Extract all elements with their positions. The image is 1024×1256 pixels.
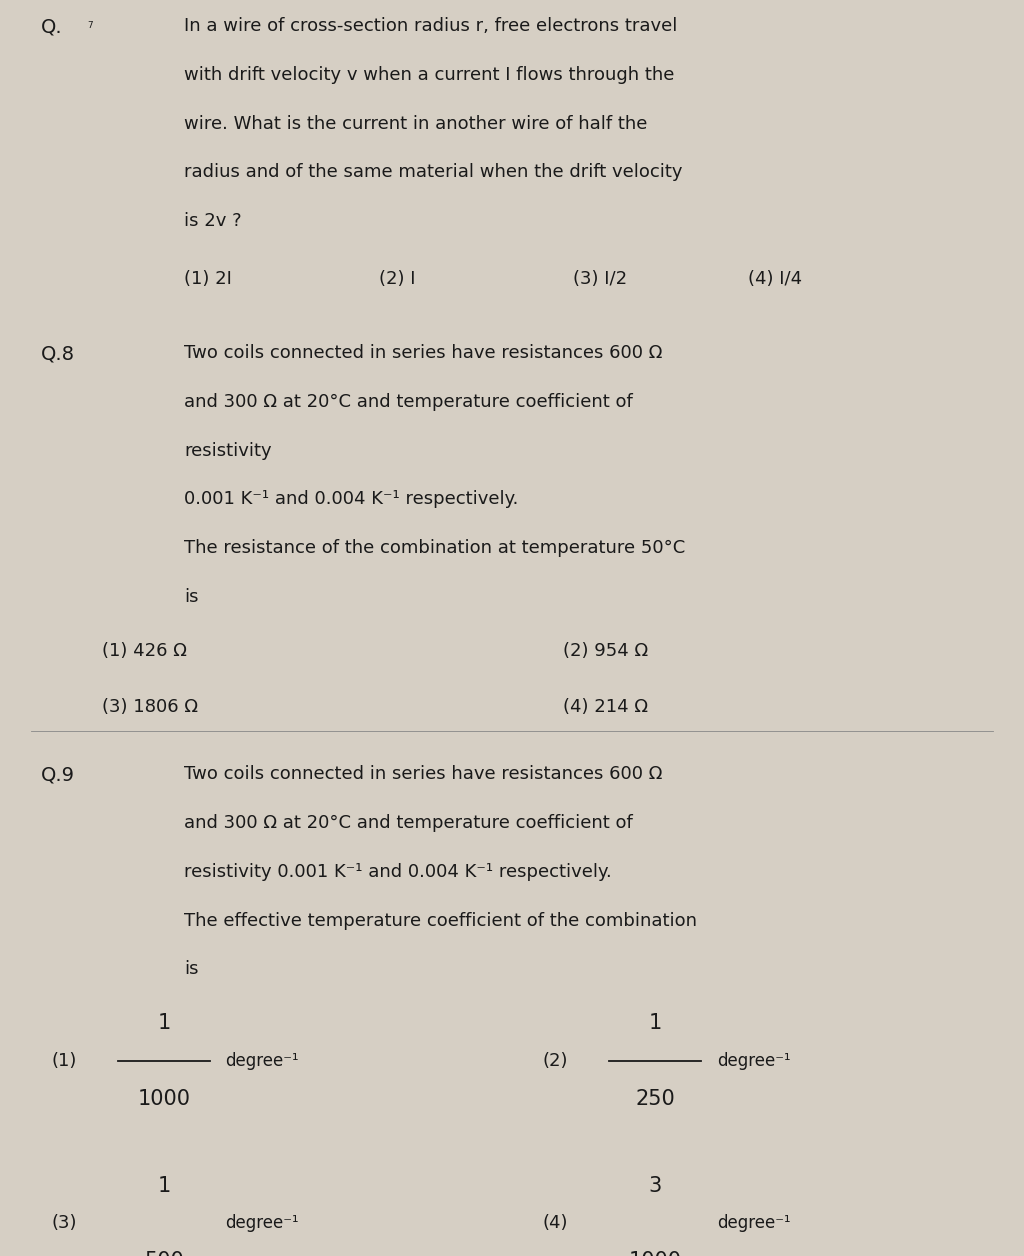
- Text: degree⁻¹: degree⁻¹: [717, 1215, 791, 1232]
- Text: Q.9: Q.9: [41, 765, 75, 785]
- Text: radius and of the same material when the drift velocity: radius and of the same material when the…: [184, 163, 683, 181]
- Text: (2): (2): [543, 1053, 568, 1070]
- Text: Q.: Q.: [41, 18, 62, 36]
- Text: (2) I: (2) I: [379, 270, 416, 288]
- Text: The effective temperature coefficient of the combination: The effective temperature coefficient of…: [184, 912, 697, 929]
- Text: (3) 1806 Ω: (3) 1806 Ω: [102, 698, 199, 716]
- Text: The resistance of the combination at temperature 50°C: The resistance of the combination at tem…: [184, 539, 686, 558]
- Text: Two coils connected in series have resistances 600 Ω: Two coils connected in series have resis…: [184, 344, 663, 362]
- Text: (1) 426 Ω: (1) 426 Ω: [102, 642, 187, 661]
- Text: 1: 1: [649, 1014, 662, 1034]
- Text: (3): (3): [51, 1215, 77, 1232]
- Text: 1000: 1000: [629, 1251, 682, 1256]
- Text: (4) 214 Ω: (4) 214 Ω: [563, 698, 648, 716]
- Text: (4) I/4: (4) I/4: [748, 270, 802, 288]
- Text: Q.8: Q.8: [41, 344, 75, 363]
- Text: (1): (1): [51, 1053, 77, 1070]
- Text: (4): (4): [543, 1215, 568, 1232]
- Text: degree⁻¹: degree⁻¹: [717, 1053, 791, 1070]
- Text: with drift velocity v when a current I flows through the: with drift velocity v when a current I f…: [184, 67, 675, 84]
- Text: is: is: [184, 588, 199, 605]
- Text: is: is: [184, 961, 199, 978]
- Text: is 2v ?: is 2v ?: [184, 212, 242, 230]
- Text: ₇: ₇: [87, 18, 92, 31]
- Text: (2) 954 Ω: (2) 954 Ω: [563, 642, 648, 661]
- Text: and 300 Ω at 20°C and temperature coefficient of: and 300 Ω at 20°C and temperature coeffi…: [184, 393, 633, 411]
- Text: 1: 1: [158, 1176, 170, 1196]
- Text: (1) 2I: (1) 2I: [184, 270, 232, 288]
- Text: Two coils connected in series have resistances 600 Ω: Two coils connected in series have resis…: [184, 765, 663, 784]
- Text: 1000: 1000: [137, 1089, 190, 1109]
- Text: degree⁻¹: degree⁻¹: [225, 1053, 299, 1070]
- Text: wire. What is the current in another wire of half the: wire. What is the current in another wir…: [184, 114, 648, 133]
- Text: resistivity 0.001 K⁻¹ and 0.004 K⁻¹ respectively.: resistivity 0.001 K⁻¹ and 0.004 K⁻¹ resp…: [184, 863, 612, 880]
- Text: 3: 3: [649, 1176, 662, 1196]
- Text: resistivity: resistivity: [184, 442, 272, 460]
- Text: and 300 Ω at 20°C and temperature coefficient of: and 300 Ω at 20°C and temperature coeffi…: [184, 814, 633, 833]
- Text: 0.001 K⁻¹ and 0.004 K⁻¹ respectively.: 0.001 K⁻¹ and 0.004 K⁻¹ respectively.: [184, 490, 519, 509]
- Text: 1: 1: [158, 1014, 170, 1034]
- Text: In a wire of cross-section radius r, free electrons travel: In a wire of cross-section radius r, fre…: [184, 18, 678, 35]
- Text: 250: 250: [636, 1089, 675, 1109]
- Text: 500: 500: [144, 1251, 183, 1256]
- Text: (3) I/2: (3) I/2: [573, 270, 628, 288]
- Text: degree⁻¹: degree⁻¹: [225, 1215, 299, 1232]
